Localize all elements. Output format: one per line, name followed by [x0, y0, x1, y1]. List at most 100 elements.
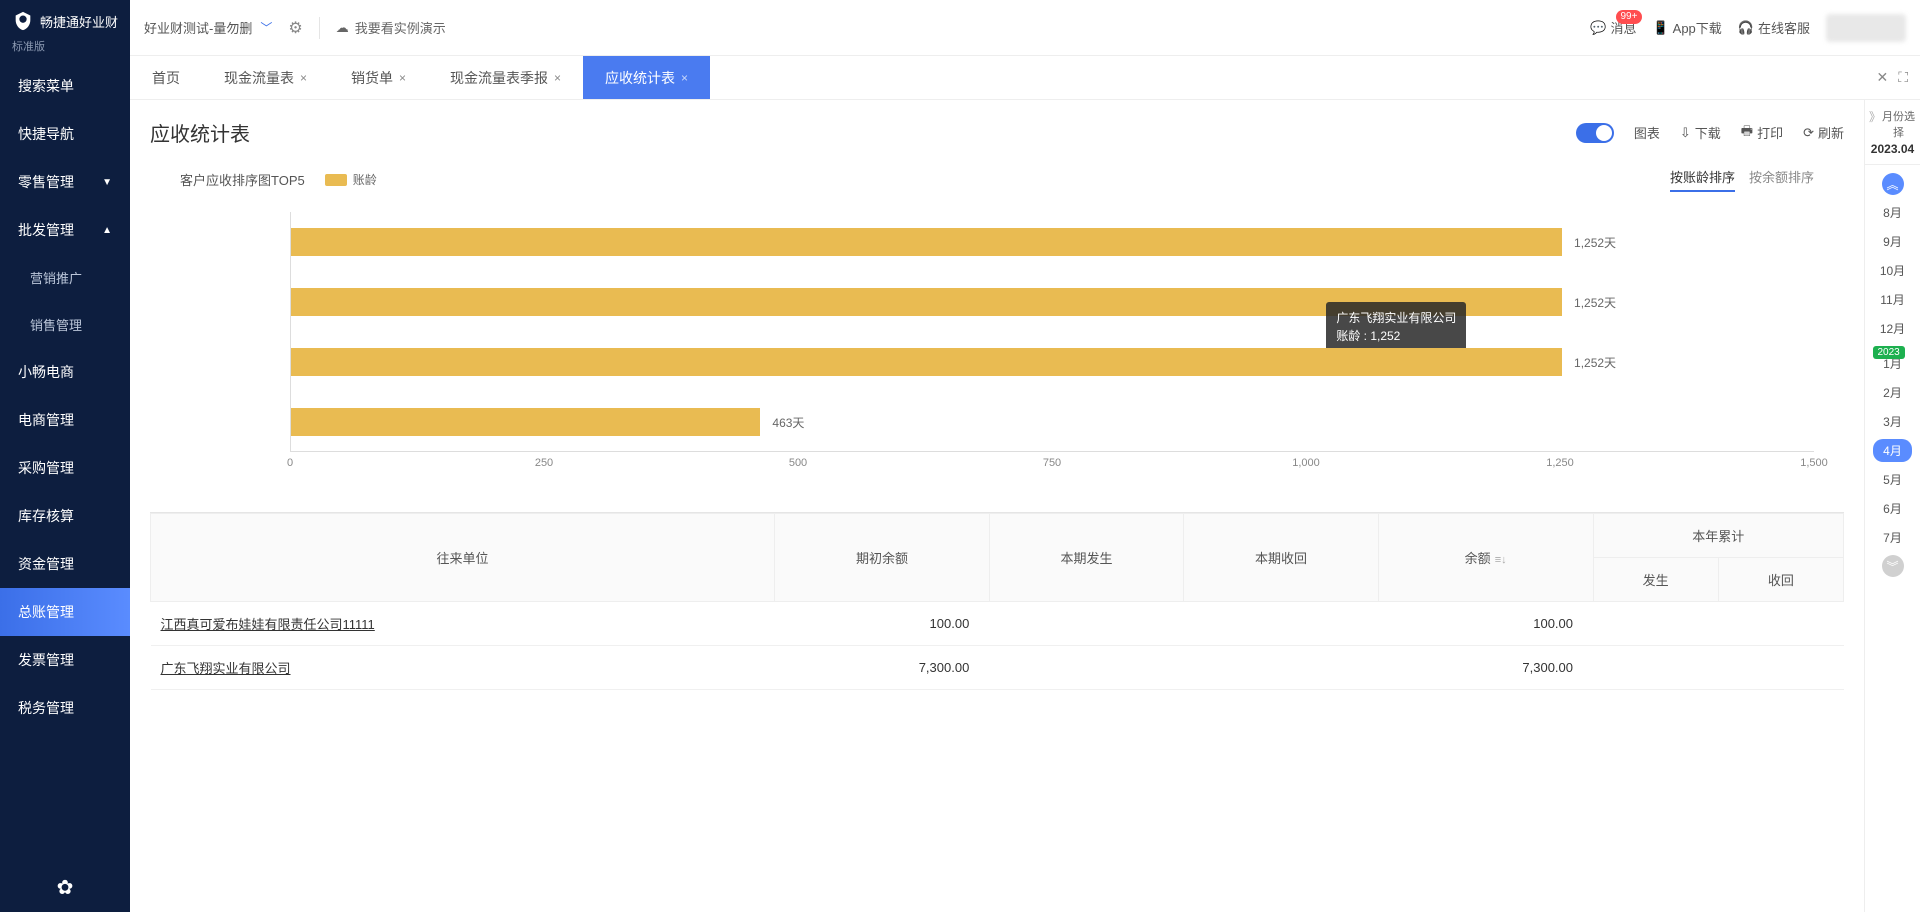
sidebar-item[interactable]: 搜索菜单 [0, 62, 130, 110]
refresh-button[interactable]: ⟳ 刷新 [1803, 123, 1844, 142]
fullscreen-icon[interactable]: ⛶ [1898, 69, 1908, 86]
x-tick: 500 [789, 457, 807, 469]
month-option[interactable]: 8月 [1883, 201, 1902, 224]
month-option[interactable]: 9月 [1883, 230, 1902, 253]
year-badge: 2023 [1873, 346, 1905, 359]
x-tick: 0 [287, 457, 293, 469]
legend-label: 账龄 [353, 171, 377, 188]
workspace-settings-icon[interactable]: ⚙ [288, 18, 302, 38]
app-download-button[interactable]: 📱 App下载 [1652, 18, 1721, 37]
col-unit[interactable]: 往来单位 [151, 514, 775, 602]
sidebar-item[interactable]: 税务管理 [0, 684, 130, 732]
tab[interactable]: 现金流量表季报× [428, 56, 583, 99]
collapse-icon[interactable]: 》 [1869, 108, 1881, 125]
sidebar-item[interactable]: 采购管理 [0, 444, 130, 492]
month-option[interactable]: 4月 [1873, 439, 1912, 462]
month-option[interactable]: 10月 [1880, 259, 1905, 282]
month-option[interactable]: 2月 [1883, 381, 1902, 404]
tab[interactable]: 应收统计表 × [583, 56, 710, 99]
bar-track: 463天 [290, 392, 1814, 452]
sidebar-item[interactable]: 发票管理 [0, 636, 130, 684]
sidebar-item-label: 零售管理 [18, 172, 74, 192]
table-cell [1718, 646, 1843, 690]
table-cell [1184, 646, 1378, 690]
close-icon[interactable]: × [554, 71, 561, 85]
table-cell: 7,300.00 [1378, 646, 1593, 690]
chart-bar-row: 广东飞翔实业…1,252天广东飞翔实业有限公司账龄 : 1,252 [290, 272, 1814, 332]
chart-legend: 账龄 [325, 171, 377, 188]
sidebar-item[interactable]: 总账管理 [0, 588, 130, 636]
month-option[interactable]: 7月 [1883, 526, 1902, 549]
month-next-button[interactable]: ︾ [1882, 555, 1904, 577]
caret-up-icon: ▲ [102, 225, 112, 236]
close-icon[interactable]: × [399, 71, 406, 85]
workspace-selector[interactable]: 好业财测试-量勿删 ﹀ [144, 18, 272, 37]
month-prev-button[interactable]: ︽ [1882, 173, 1904, 195]
tab[interactable]: 首页 [130, 56, 202, 99]
demo-link[interactable]: ☁ 我要看实例演示 [336, 18, 446, 37]
month-option[interactable]: 5月 [1883, 468, 1902, 491]
bar[interactable] [290, 408, 760, 436]
bar-track: 1,252天 [290, 332, 1814, 392]
table-row: 江西真可爱布娃娃有限责任公司11111100.00100.00 [151, 602, 1844, 646]
hbar-chart: 江西真可爱布…1,252天广东飞翔实业…1,252天广东飞翔实业有限公司账龄 :… [180, 212, 1814, 482]
month-rail-header[interactable]: 》 月份选择 2023.04 [1865, 100, 1920, 165]
table-cell [989, 646, 1183, 690]
page-header: 应收统计表 图表 ⇩ 下载 🖶 打印 ⟳ [150, 118, 1844, 147]
sort-icon[interactable]: ≡↓ [1495, 554, 1507, 566]
tab-label: 应收统计表 [605, 68, 675, 88]
table-cell[interactable]: 江西真可爱布娃娃有限责任公司11111 [151, 602, 775, 646]
month-option[interactable]: 12月 [1880, 317, 1905, 340]
close-icon[interactable]: × [300, 71, 307, 85]
x-tick: 750 [1043, 457, 1061, 469]
col-year-occur[interactable]: 发生 [1593, 558, 1718, 602]
settings-icon[interactable]: ✿ [57, 875, 74, 900]
sidebar-item[interactable]: 销售管理 [0, 301, 130, 348]
close-all-icon[interactable]: ✕ [1876, 69, 1888, 86]
sidebar-item[interactable]: 电商管理 [0, 396, 130, 444]
sort-option[interactable]: 按余额排序 [1749, 167, 1814, 192]
user-avatar[interactable] [1826, 14, 1906, 42]
month-option[interactable]: 3月 [1883, 410, 1902, 433]
col-occur[interactable]: 本期发生 [989, 514, 1183, 602]
bar[interactable] [290, 228, 1562, 256]
print-button[interactable]: 🖶 打印 [1741, 122, 1783, 144]
page-body: 应收统计表 图表 ⇩ 下载 🖶 打印 ⟳ [130, 100, 1920, 912]
sidebar-item[interactable]: 批发管理▲ [0, 206, 130, 254]
sidebar-item[interactable]: 快捷导航 [0, 110, 130, 158]
table-cell [1593, 602, 1718, 646]
bar[interactable] [290, 348, 1562, 376]
bar[interactable] [290, 288, 1562, 316]
close-icon[interactable]: × [681, 71, 688, 85]
chart-bar-row: 江西真可爱布…1,252天 [290, 212, 1814, 272]
messages-button[interactable]: 💬 消息 99+ [1590, 18, 1636, 37]
sidebar-item[interactable]: 小畅电商 [0, 348, 130, 396]
col-balance[interactable]: 余额≡↓ [1378, 514, 1593, 602]
table-cell[interactable]: 广东飞翔实业有限公司 [151, 646, 775, 690]
month-rail-body: ︽ 8月9月10月11月12月20231月2月3月4月5月6月7月︾ [1873, 165, 1912, 912]
sidebar-item-label: 电商管理 [18, 410, 74, 430]
caret-down-icon: ▼ [102, 177, 112, 188]
sidebar-item[interactable]: 营销推广 [0, 254, 130, 301]
sort-option[interactable]: 按账龄排序 [1670, 167, 1735, 192]
chart-toggle[interactable] [1576, 123, 1614, 143]
sidebar-item[interactable]: 库存核算 [0, 492, 130, 540]
sidebar-item[interactable]: 零售管理 ▼ [0, 158, 130, 206]
download-icon: ⇩ [1680, 125, 1691, 141]
sidebar: 畅捷通好业财 标准版 搜索菜单快捷导航零售管理▼批发管理▲营销推广销售管理小畅电… [0, 0, 130, 912]
col-recover[interactable]: 本期收回 [1184, 514, 1378, 602]
support-button[interactable]: 🎧 在线客服 [1738, 18, 1810, 37]
tab[interactable]: 现金流量表× [202, 56, 329, 99]
sidebar-item[interactable]: 资金管理 [0, 540, 130, 588]
month-option[interactable]: 11月 [1880, 288, 1904, 311]
month-rail-value: 2023.04 [1869, 142, 1916, 156]
app-download-label: App下载 [1673, 18, 1722, 37]
col-year-recover[interactable]: 收回 [1718, 558, 1843, 602]
download-button[interactable]: ⇩ 下载 [1680, 123, 1721, 142]
tab[interactable]: 销货单× [329, 56, 428, 99]
month-option[interactable]: 6月 [1883, 497, 1902, 520]
sidebar-item-label: 库存核算 [18, 506, 74, 526]
tabs: 首页现金流量表×销货单×现金流量表季报× 应收统计表 × [130, 56, 1864, 99]
col-opening[interactable]: 期初余额 [775, 514, 990, 602]
page-title: 应收统计表 [150, 118, 250, 147]
